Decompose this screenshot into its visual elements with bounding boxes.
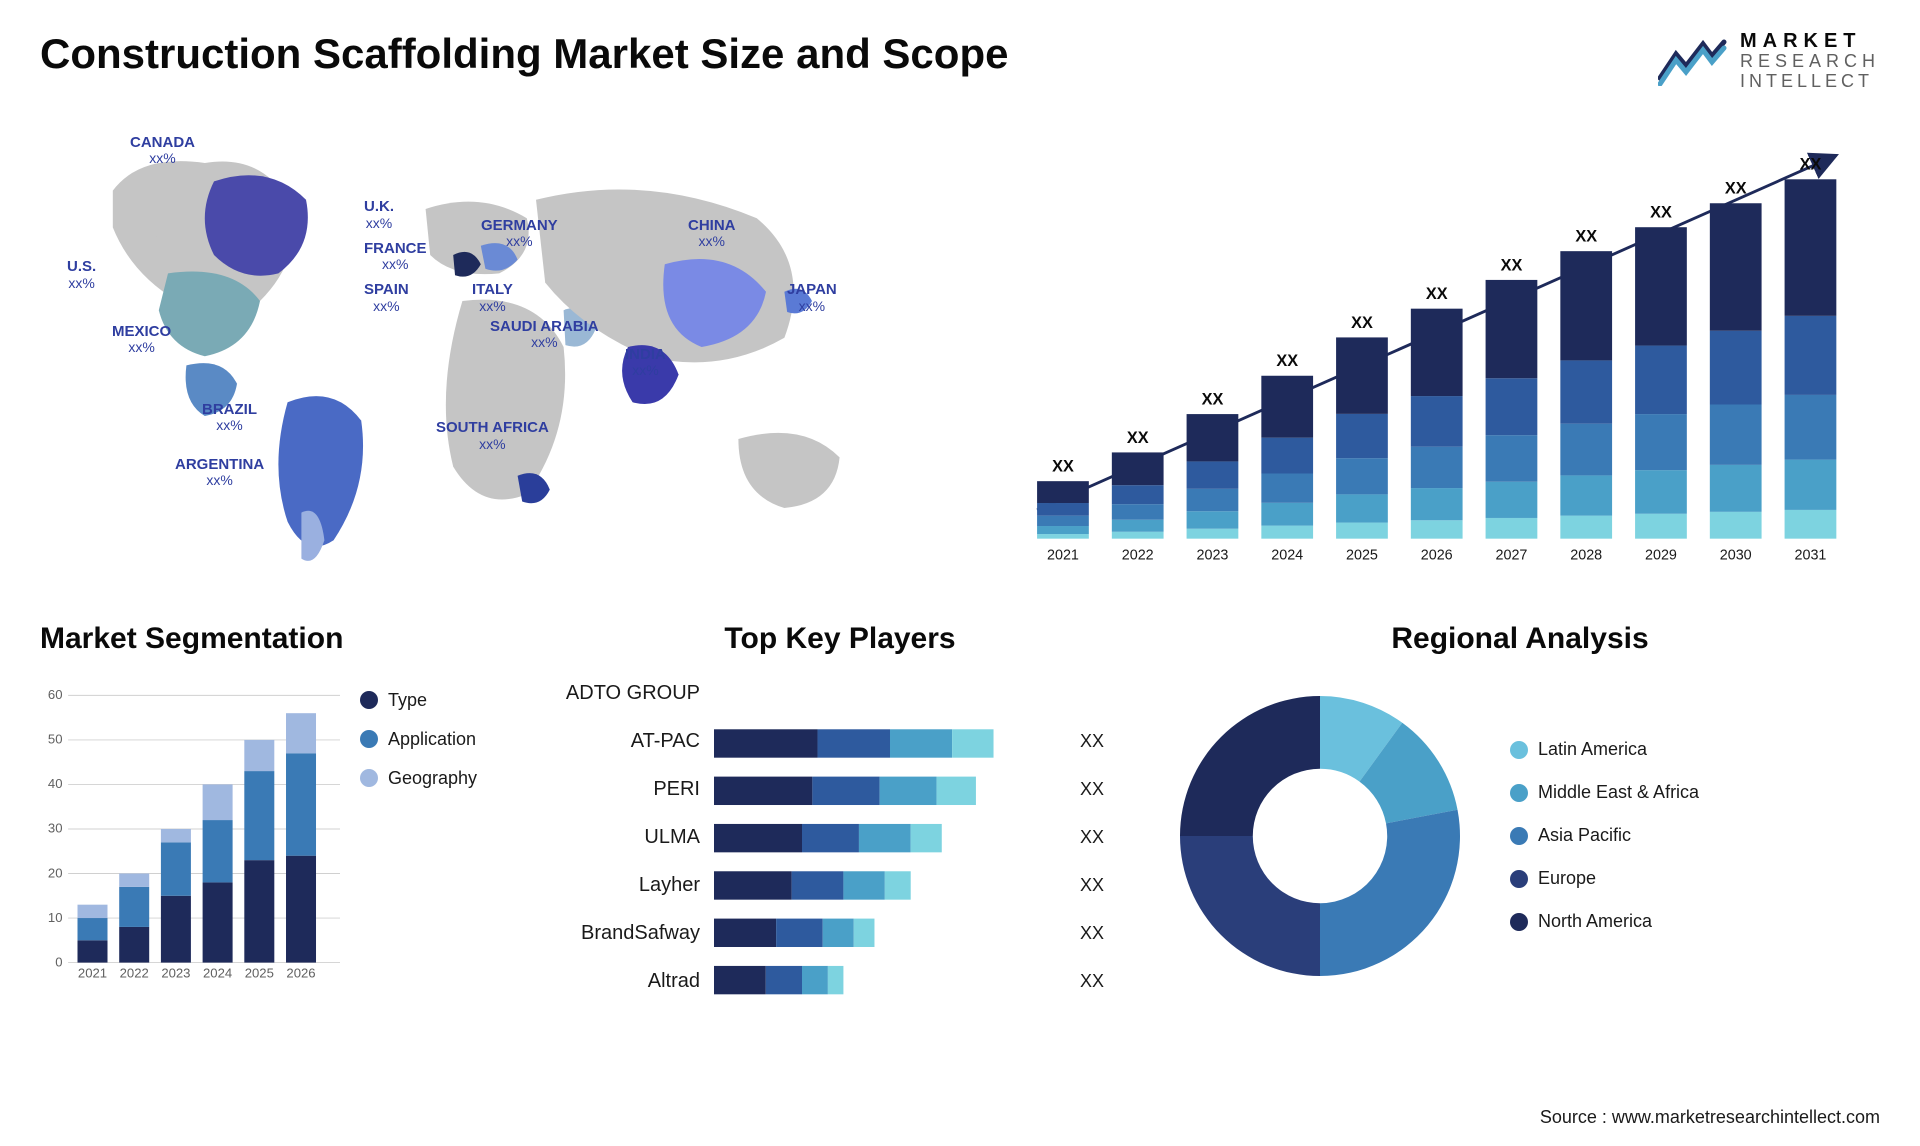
svg-text:10: 10 [48,909,63,924]
svg-text:2028: 2028 [1570,547,1602,563]
player-label: ULMA [550,815,700,861]
region-legend-middle-east-africa: Middle East & Africa [1510,782,1880,803]
growth-bar-chart: XX 2021 XX 2022 XX 2023 XX 2024 XX 2025 XX 2026 XX 20… [980,117,1880,577]
player-value: XX [1080,911,1130,957]
svg-text:60: 60 [48,687,63,702]
player-value [1080,671,1130,717]
growth-chart-panel: XX 2021 XX 2022 XX 2023 XX 2024 XX 2025 XX 2026 XX 20… [980,117,1880,577]
svg-text:20: 20 [48,865,63,880]
player-label: Layher [550,863,700,909]
player-label: BrandSafway [550,911,700,957]
segmentation-legend: Type Application Geography [360,670,520,1002]
map-label-saudi-arabia: SAUDI ARABIAxx% [490,319,599,351]
seg-legend-type: Type [360,690,520,711]
svg-text:XX: XX [1800,155,1822,173]
svg-text:XX: XX [1276,352,1298,370]
players-chart [714,670,1066,1006]
map-label-france: FRANCExx% [364,241,427,273]
player-value: XX [1080,863,1130,909]
svg-text:2024: 2024 [203,965,232,980]
svg-text:2030: 2030 [1720,547,1752,563]
seg-legend-geography: Geography [360,768,520,789]
player-value: XX [1080,815,1130,861]
region-legend-north-america: North America [1510,911,1880,932]
region-legend-europe: Europe [1510,868,1880,889]
logo-text-2: RESEARCH [1740,52,1880,72]
svg-text:0: 0 [55,954,62,969]
svg-text:2022: 2022 [120,965,149,980]
map-label-canada: CANADAxx% [130,135,195,167]
player-label: Altrad [550,959,700,1005]
svg-text:2026: 2026 [286,965,315,980]
players-panel: Top Key Players ADTO GROUPAT-PACPERIULMA… [550,622,1130,1002]
svg-text:XX: XX [1351,313,1373,331]
regional-legend: Latin America Middle East & Africa Asia Pa… [1510,739,1880,932]
segmentation-panel: Market Segmentation 0 10 20 30 40 50 60 2021 202… [40,622,520,1002]
svg-text:40: 40 [48,776,63,791]
players-labels: ADTO GROUPAT-PACPERIULMALayherBrandSafwa… [550,670,700,1006]
svg-text:XX: XX [1501,256,1523,274]
svg-text:XX: XX [1202,390,1224,408]
map-label-japan: JAPANxx% [787,282,837,314]
svg-text:2024: 2024 [1271,547,1303,563]
player-value: XX [1080,767,1130,813]
map-label-u-s-: U.S.xx% [67,259,96,291]
svg-text:50: 50 [48,731,63,746]
svg-text:XX: XX [1052,457,1074,475]
seg-legend-application: Application [360,729,520,750]
players-values: XXXXXXXXXXXX [1080,670,1130,1006]
map-label-china: CHINAxx% [688,218,736,250]
map-label-mexico: MEXICOxx% [112,324,171,356]
region-legend-latin-america: Latin America [1510,739,1880,760]
player-label: ADTO GROUP [550,671,700,717]
svg-text:XX: XX [1575,227,1597,245]
segmentation-chart: 0 10 20 30 40 50 60 2021 2022 2023 2024 2025 2026 [40,670,340,1002]
player-label: AT-PAC [550,719,700,765]
map-label-spain: SPAINxx% [364,282,409,314]
regional-title: Regional Analysis [1160,622,1880,656]
svg-text:2025: 2025 [1346,547,1378,563]
svg-text:2023: 2023 [1196,547,1228,563]
logo-text-3: INTELLECT [1740,72,1880,92]
svg-text:2027: 2027 [1495,547,1527,563]
map-label-germany: GERMANYxx% [481,218,558,250]
svg-text:30: 30 [48,820,63,835]
player-value: XX [1080,719,1130,765]
svg-text:2025: 2025 [245,965,274,980]
map-label-argentina: ARGENTINAxx% [175,457,264,489]
players-title: Top Key Players [550,622,1130,656]
player-value: XX [1080,959,1130,1005]
source-attribution: Source : www.marketresearchintellect.com [1540,1107,1880,1128]
player-label: PERI [550,767,700,813]
svg-text:XX: XX [1725,179,1747,197]
region-legend-asia-pacific: Asia Pacific [1510,825,1880,846]
map-label-south-africa: SOUTH AFRICAxx% [436,420,549,452]
svg-text:2021: 2021 [1047,547,1079,563]
svg-text:XX: XX [1127,428,1149,446]
svg-text:2031: 2031 [1794,547,1826,563]
logo-mark-icon [1658,36,1728,86]
svg-text:2023: 2023 [161,965,190,980]
segmentation-title: Market Segmentation [40,622,520,656]
logo-text-1: MARKET [1740,30,1880,52]
svg-text:XX: XX [1426,285,1448,303]
map-label-brazil: BRAZILxx% [202,402,257,434]
map-label-india: INDIAxx% [625,347,666,379]
map-label-u-k-: U.K.xx% [364,199,394,231]
svg-text:2022: 2022 [1122,547,1154,563]
svg-text:2021: 2021 [78,965,107,980]
map-label-italy: ITALYxx% [472,282,513,314]
world-map-panel: CANADAxx% U.S.xx% MEXICOxx% BRAZILxx% ARGENT… [40,117,940,577]
brand-logo: MARKET RESEARCH INTELLECT [1658,30,1880,92]
regional-panel: Regional Analysis Latin America Middle Ea… [1160,622,1880,1002]
svg-text:2026: 2026 [1421,547,1453,563]
svg-text:2029: 2029 [1645,547,1677,563]
page-title: Construction Scaffolding Market Size and… [40,30,1008,78]
svg-text:XX: XX [1650,203,1672,221]
regional-donut-chart [1160,676,1480,996]
